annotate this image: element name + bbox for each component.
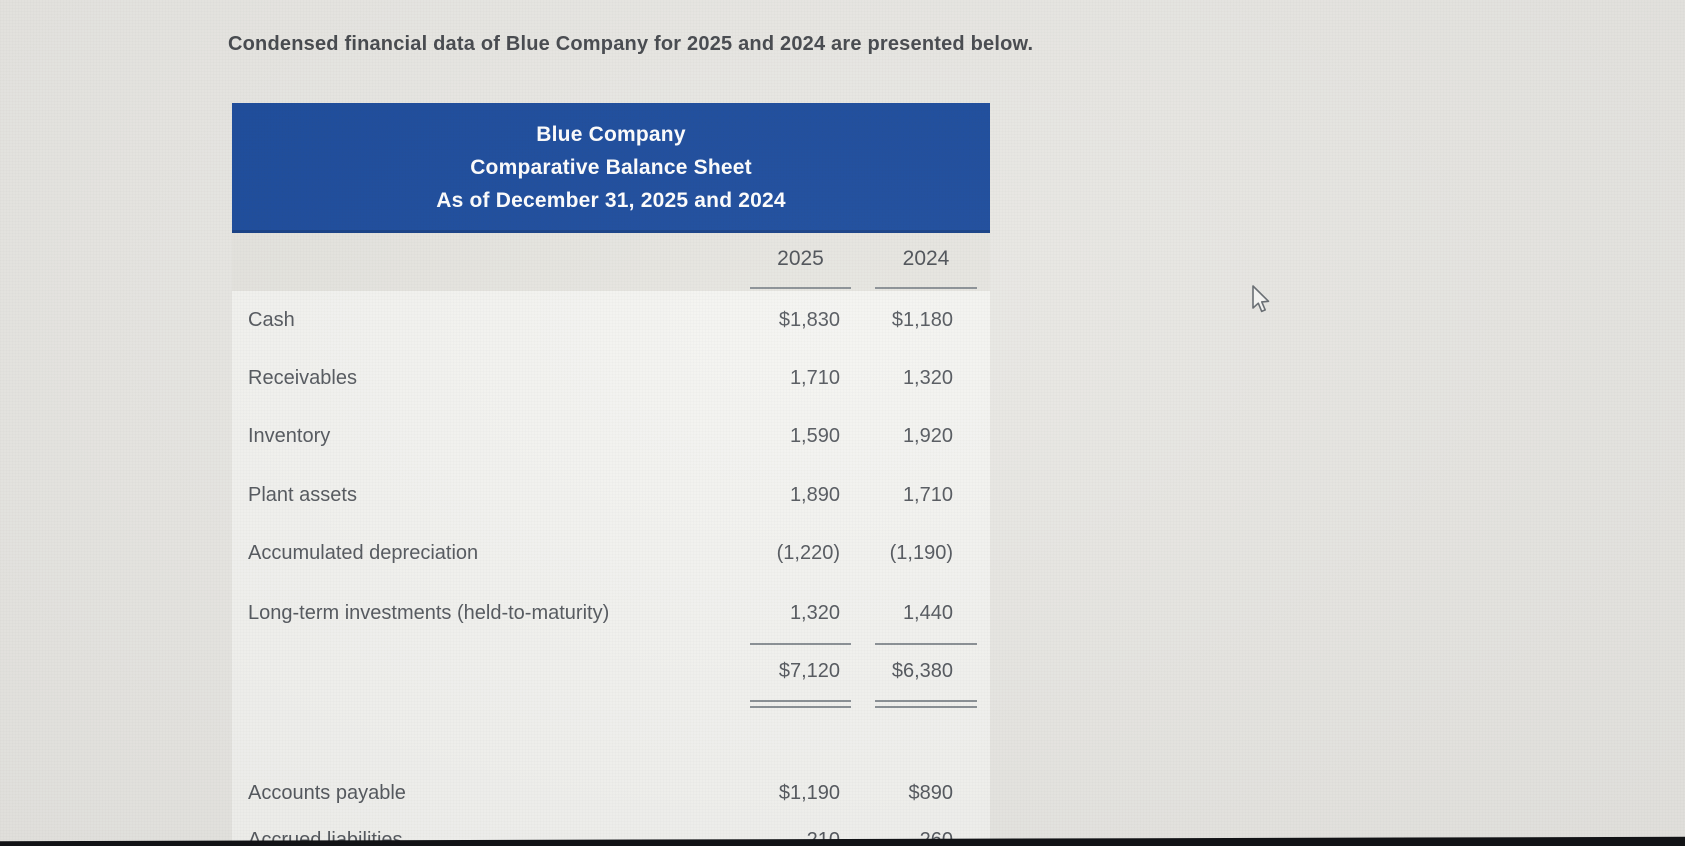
row-label: Long-term investments (held-to-maturity) — [248, 602, 610, 624]
intro-text: Condensed financial data of Blue Company… — [228, 33, 1034, 55]
value-2025: $1,830 — [778, 309, 840, 331]
total-value-2024: $6,380 — [891, 660, 953, 682]
total-value-2025: $7,120 — [778, 660, 840, 682]
row-label: Cash — [248, 309, 295, 331]
value-2024: 1,920 — [902, 425, 953, 447]
totals-rule-2024 — [875, 643, 977, 645]
column-underline-2024 — [875, 287, 977, 289]
value-2024: $890 — [908, 782, 954, 804]
totals-rule-2025 — [750, 643, 851, 645]
table-row: Long-term investments (held-to-maturity)… — [232, 602, 990, 630]
table-row: Cash $1,830 $1,180 — [232, 309, 990, 337]
totals-row: $7,120 $6,380 — [232, 660, 990, 688]
value-2025: 1,710 — [789, 367, 840, 389]
statement-header: Blue Company Comparative Balance Sheet A… — [232, 103, 990, 233]
row-label: Accounts payable — [248, 782, 406, 804]
table-row: Plant assets 1,890 1,710 — [232, 484, 990, 512]
row-label: Accumulated depreciation — [248, 542, 479, 564]
value-2024: 1,710 — [902, 484, 953, 506]
value-2024: 1,440 — [902, 602, 953, 624]
column-header-row — [232, 233, 990, 291]
value-2024: 1,320 — [902, 367, 953, 389]
column-header-2025: 2025 — [777, 247, 824, 270]
row-label: Receivables — [248, 367, 357, 389]
row-label: Plant assets — [248, 484, 357, 506]
double-rule-2025 — [750, 700, 851, 708]
value-2025: $1,190 — [778, 782, 840, 804]
value-2025: 1,590 — [789, 425, 840, 447]
table-row: Accumulated depreciation (1,220) (1,190) — [232, 542, 990, 570]
double-rule-2024 — [875, 700, 977, 708]
table-row: Receivables 1,710 1,320 — [232, 367, 990, 395]
column-underline-2025 — [750, 287, 851, 289]
statement-title: Comparative Balance Sheet — [470, 156, 752, 179]
value-2024: (1,190) — [889, 542, 953, 564]
table-row: Inventory 1,590 1,920 — [232, 425, 990, 453]
value-2025: 1,320 — [789, 602, 840, 624]
value-2025: (1,220) — [776, 542, 840, 564]
value-2024: $1,180 — [891, 309, 953, 331]
mouse-cursor-icon — [1251, 285, 1270, 319]
statement-date: As of December 31, 2025 and 2024 — [436, 189, 786, 212]
table-row: Accounts payable $1,190 $890 — [232, 782, 990, 810]
row-label: Inventory — [248, 425, 331, 447]
balance-sheet-card — [232, 233, 990, 846]
column-header-2024: 2024 — [902, 247, 950, 270]
value-2025: 1,890 — [789, 484, 840, 506]
company-name: Blue Company — [536, 123, 686, 146]
